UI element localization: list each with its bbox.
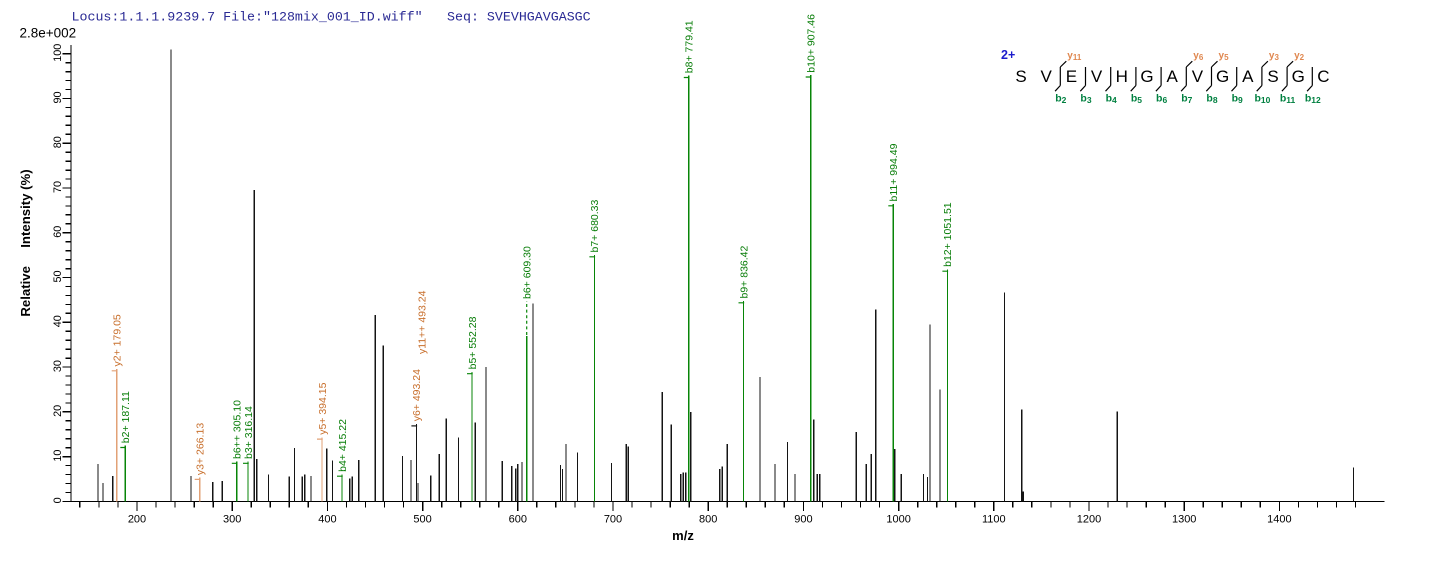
svg-text:V: V <box>1091 67 1103 86</box>
svg-text:90: 90 <box>52 91 64 103</box>
svg-text:b9: b9 <box>1232 93 1243 106</box>
svg-text:50: 50 <box>52 270 64 282</box>
svg-text:y11++ 493.24: y11++ 493.24 <box>417 290 429 354</box>
svg-text:b6: b6 <box>1156 93 1167 106</box>
svg-text:b3+ 316.14: b3+ 316.14 <box>243 406 255 459</box>
svg-text:2.8e+002: 2.8e+002 <box>20 25 77 40</box>
svg-text:b8: b8 <box>1206 93 1217 106</box>
svg-text:b12+ 1051.51: b12+ 1051.51 <box>942 202 954 267</box>
svg-text:b2+ 187.11: b2+ 187.11 <box>120 391 132 443</box>
svg-text:1400: 1400 <box>1267 514 1291 526</box>
svg-text:y2: y2 <box>1294 51 1305 63</box>
svg-text:2+: 2+ <box>1001 48 1015 62</box>
svg-text:y3+ 266.13: y3+ 266.13 <box>195 423 207 475</box>
svg-text:70: 70 <box>52 181 64 193</box>
svg-text:b5+ 552.28: b5+ 552.28 <box>467 316 479 369</box>
svg-text:b9+ 836.42: b9+ 836.42 <box>738 245 750 298</box>
svg-text:y3: y3 <box>1269 51 1280 63</box>
svg-text:b7+ 680.33: b7+ 680.33 <box>589 199 601 252</box>
svg-text:b7: b7 <box>1181 93 1192 106</box>
svg-text:A: A <box>1242 67 1254 86</box>
svg-text:b4: b4 <box>1106 93 1117 106</box>
svg-text:40: 40 <box>52 315 64 327</box>
svg-text:b6+ 609.30: b6+ 609.30 <box>522 246 534 299</box>
svg-text:b10: b10 <box>1254 93 1270 106</box>
svg-text:1000: 1000 <box>886 514 910 526</box>
svg-text:E: E <box>1066 67 1077 86</box>
svg-text:b3: b3 <box>1080 93 1091 106</box>
svg-text:V: V <box>1041 67 1053 86</box>
svg-text:100: 100 <box>52 44 64 62</box>
svg-text:y5: y5 <box>1219 51 1230 63</box>
svg-text:10: 10 <box>52 450 64 462</box>
svg-text:b11: b11 <box>1280 93 1296 106</box>
svg-text:b5: b5 <box>1131 93 1142 106</box>
svg-text:300: 300 <box>223 514 241 526</box>
svg-text:y5+ 394.15: y5+ 394.15 <box>317 382 329 434</box>
svg-text:y6+ 493.24: y6+ 493.24 <box>411 369 423 421</box>
svg-text:S: S <box>1267 67 1278 86</box>
svg-text:S: S <box>1015 67 1026 86</box>
svg-text:b12: b12 <box>1305 93 1321 106</box>
svg-text:Locus:1.1.1.9239.7 File:"128mi: Locus:1.1.1.9239.7 File:"128mix_001_ID.w… <box>72 9 423 24</box>
svg-text:20: 20 <box>52 405 64 417</box>
svg-text:400: 400 <box>318 514 336 526</box>
svg-text:1300: 1300 <box>1172 514 1196 526</box>
svg-text:G: G <box>1216 67 1229 86</box>
svg-text:A: A <box>1167 67 1179 86</box>
svg-text:y11: y11 <box>1067 51 1082 63</box>
svg-text:m/z: m/z <box>672 528 694 543</box>
svg-text:V: V <box>1192 67 1204 86</box>
svg-text:60: 60 <box>52 226 64 238</box>
svg-text:500: 500 <box>413 514 431 526</box>
svg-text:Relative Intensity (%): Relative Intensity (%) <box>18 169 33 316</box>
svg-text:b4+ 415.22: b4+ 415.22 <box>337 419 349 472</box>
svg-text:Seq: SVEVHGAVGASGC: Seq: SVEVHGAVGASGC <box>447 9 591 24</box>
svg-text:80: 80 <box>52 136 64 148</box>
svg-text:G: G <box>1140 67 1153 86</box>
svg-text:1200: 1200 <box>1077 514 1101 526</box>
svg-text:H: H <box>1116 67 1128 86</box>
svg-text:200: 200 <box>128 514 146 526</box>
svg-text:b2: b2 <box>1055 93 1066 106</box>
svg-text:b11+ 994.49: b11+ 994.49 <box>888 143 900 201</box>
svg-text:b10+ 907.46: b10+ 907.46 <box>806 14 818 73</box>
svg-text:700: 700 <box>604 514 622 526</box>
svg-text:b6++ 305.10: b6++ 305.10 <box>232 400 244 459</box>
svg-text:0: 0 <box>52 497 64 503</box>
svg-text:600: 600 <box>509 514 527 526</box>
svg-text:800: 800 <box>699 514 717 526</box>
svg-text:900: 900 <box>794 514 812 526</box>
svg-text:y2+ 179.05: y2+ 179.05 <box>112 314 124 366</box>
svg-text:1100: 1100 <box>982 514 1006 526</box>
svg-text:30: 30 <box>52 360 64 372</box>
svg-text:C: C <box>1317 67 1329 86</box>
svg-text:y6: y6 <box>1193 51 1204 63</box>
svg-text:G: G <box>1292 67 1305 86</box>
svg-text:b8+ 779.41: b8+ 779.41 <box>684 20 696 73</box>
